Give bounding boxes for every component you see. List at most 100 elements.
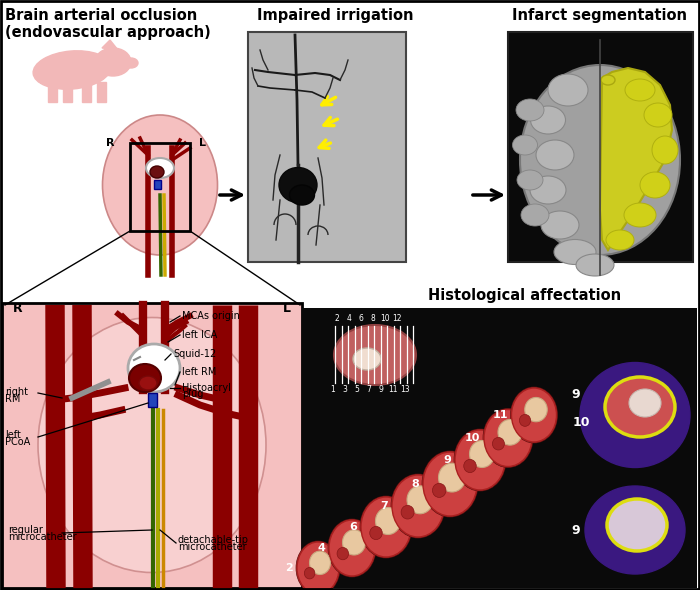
- Text: L: L: [283, 302, 291, 315]
- Ellipse shape: [328, 519, 376, 577]
- Ellipse shape: [536, 140, 574, 170]
- Ellipse shape: [150, 166, 164, 178]
- Bar: [508, 32, 693, 262]
- Ellipse shape: [492, 437, 505, 450]
- Ellipse shape: [483, 408, 533, 467]
- Ellipse shape: [484, 409, 532, 467]
- Ellipse shape: [625, 79, 655, 101]
- Ellipse shape: [516, 99, 544, 121]
- Text: PCoA: PCoA: [5, 437, 30, 447]
- Text: 4: 4: [346, 314, 351, 323]
- Bar: [302, 308, 697, 588]
- Bar: [148, 393, 157, 407]
- Ellipse shape: [391, 474, 445, 538]
- Text: L: L: [199, 138, 206, 148]
- Ellipse shape: [438, 463, 466, 492]
- Ellipse shape: [128, 344, 180, 392]
- Bar: [48, 82, 57, 102]
- Polygon shape: [600, 68, 672, 250]
- Ellipse shape: [517, 170, 543, 190]
- Ellipse shape: [521, 204, 549, 226]
- Text: 7: 7: [380, 501, 388, 511]
- Ellipse shape: [576, 254, 614, 276]
- Text: 13: 13: [400, 385, 410, 394]
- Ellipse shape: [360, 496, 412, 558]
- Bar: [154, 180, 161, 189]
- Ellipse shape: [640, 172, 670, 198]
- Text: 10: 10: [380, 314, 390, 323]
- Ellipse shape: [554, 240, 596, 264]
- Ellipse shape: [38, 317, 266, 572]
- Text: 10: 10: [465, 433, 480, 443]
- Text: 5: 5: [355, 385, 359, 394]
- Text: 8: 8: [412, 479, 419, 489]
- Text: Squid-12: Squid-12: [173, 349, 216, 359]
- Text: 9: 9: [571, 523, 580, 536]
- Text: 10: 10: [573, 417, 590, 430]
- Text: 8: 8: [370, 314, 375, 323]
- Text: right: right: [5, 387, 28, 397]
- Text: regular: regular: [8, 525, 43, 535]
- Ellipse shape: [629, 389, 661, 417]
- Ellipse shape: [129, 364, 161, 392]
- Text: microcatheter: microcatheter: [8, 532, 76, 542]
- Ellipse shape: [407, 486, 433, 514]
- Ellipse shape: [607, 499, 667, 551]
- Text: 2: 2: [335, 314, 339, 323]
- Bar: [2, 303, 302, 588]
- Ellipse shape: [297, 542, 339, 590]
- Ellipse shape: [525, 398, 547, 422]
- Text: RM: RM: [5, 394, 20, 404]
- Text: R: R: [13, 302, 23, 315]
- Ellipse shape: [370, 526, 382, 540]
- Polygon shape: [102, 40, 118, 50]
- Text: 3: 3: [342, 385, 347, 394]
- Ellipse shape: [454, 429, 506, 491]
- Ellipse shape: [342, 530, 365, 555]
- Ellipse shape: [519, 414, 531, 427]
- Text: 12: 12: [392, 314, 402, 323]
- Ellipse shape: [548, 74, 588, 106]
- Ellipse shape: [531, 106, 566, 134]
- Ellipse shape: [296, 541, 340, 590]
- Text: MCAs origin: MCAs origin: [182, 311, 240, 321]
- Ellipse shape: [423, 452, 477, 516]
- Text: 4: 4: [317, 543, 325, 553]
- Ellipse shape: [601, 75, 615, 85]
- Text: 7: 7: [367, 385, 372, 394]
- Ellipse shape: [334, 325, 416, 385]
- Text: Histoacryl: Histoacryl: [182, 383, 231, 393]
- Text: 11: 11: [493, 410, 508, 420]
- Ellipse shape: [329, 520, 375, 576]
- Text: 9: 9: [443, 455, 451, 465]
- Ellipse shape: [361, 497, 411, 557]
- Ellipse shape: [433, 483, 446, 497]
- Text: Infarct segmentation: Infarct segmentation: [512, 8, 687, 23]
- Ellipse shape: [580, 362, 690, 467]
- Ellipse shape: [304, 568, 315, 579]
- Ellipse shape: [124, 58, 138, 68]
- Text: R: R: [106, 138, 114, 148]
- Ellipse shape: [375, 507, 400, 535]
- Bar: [97, 82, 106, 102]
- Ellipse shape: [520, 65, 680, 255]
- Ellipse shape: [309, 551, 330, 575]
- Ellipse shape: [512, 135, 538, 155]
- Text: detachable-tip: detachable-tip: [178, 535, 249, 545]
- Ellipse shape: [422, 451, 478, 517]
- Ellipse shape: [463, 460, 476, 473]
- Ellipse shape: [541, 211, 579, 239]
- Ellipse shape: [353, 348, 381, 370]
- Ellipse shape: [279, 168, 317, 202]
- Ellipse shape: [95, 48, 131, 76]
- Text: 6: 6: [358, 314, 363, 323]
- Text: microcatheter: microcatheter: [178, 542, 246, 552]
- Text: left ICA: left ICA: [182, 330, 217, 340]
- Ellipse shape: [455, 430, 505, 490]
- Ellipse shape: [290, 185, 314, 205]
- Ellipse shape: [470, 441, 494, 467]
- Text: 6: 6: [349, 522, 357, 532]
- Text: left: left: [5, 430, 21, 440]
- Text: Brain arterial occlusion
(endovascular approach): Brain arterial occlusion (endovascular a…: [5, 8, 211, 40]
- Text: Impaired irrigation: Impaired irrigation: [257, 8, 413, 23]
